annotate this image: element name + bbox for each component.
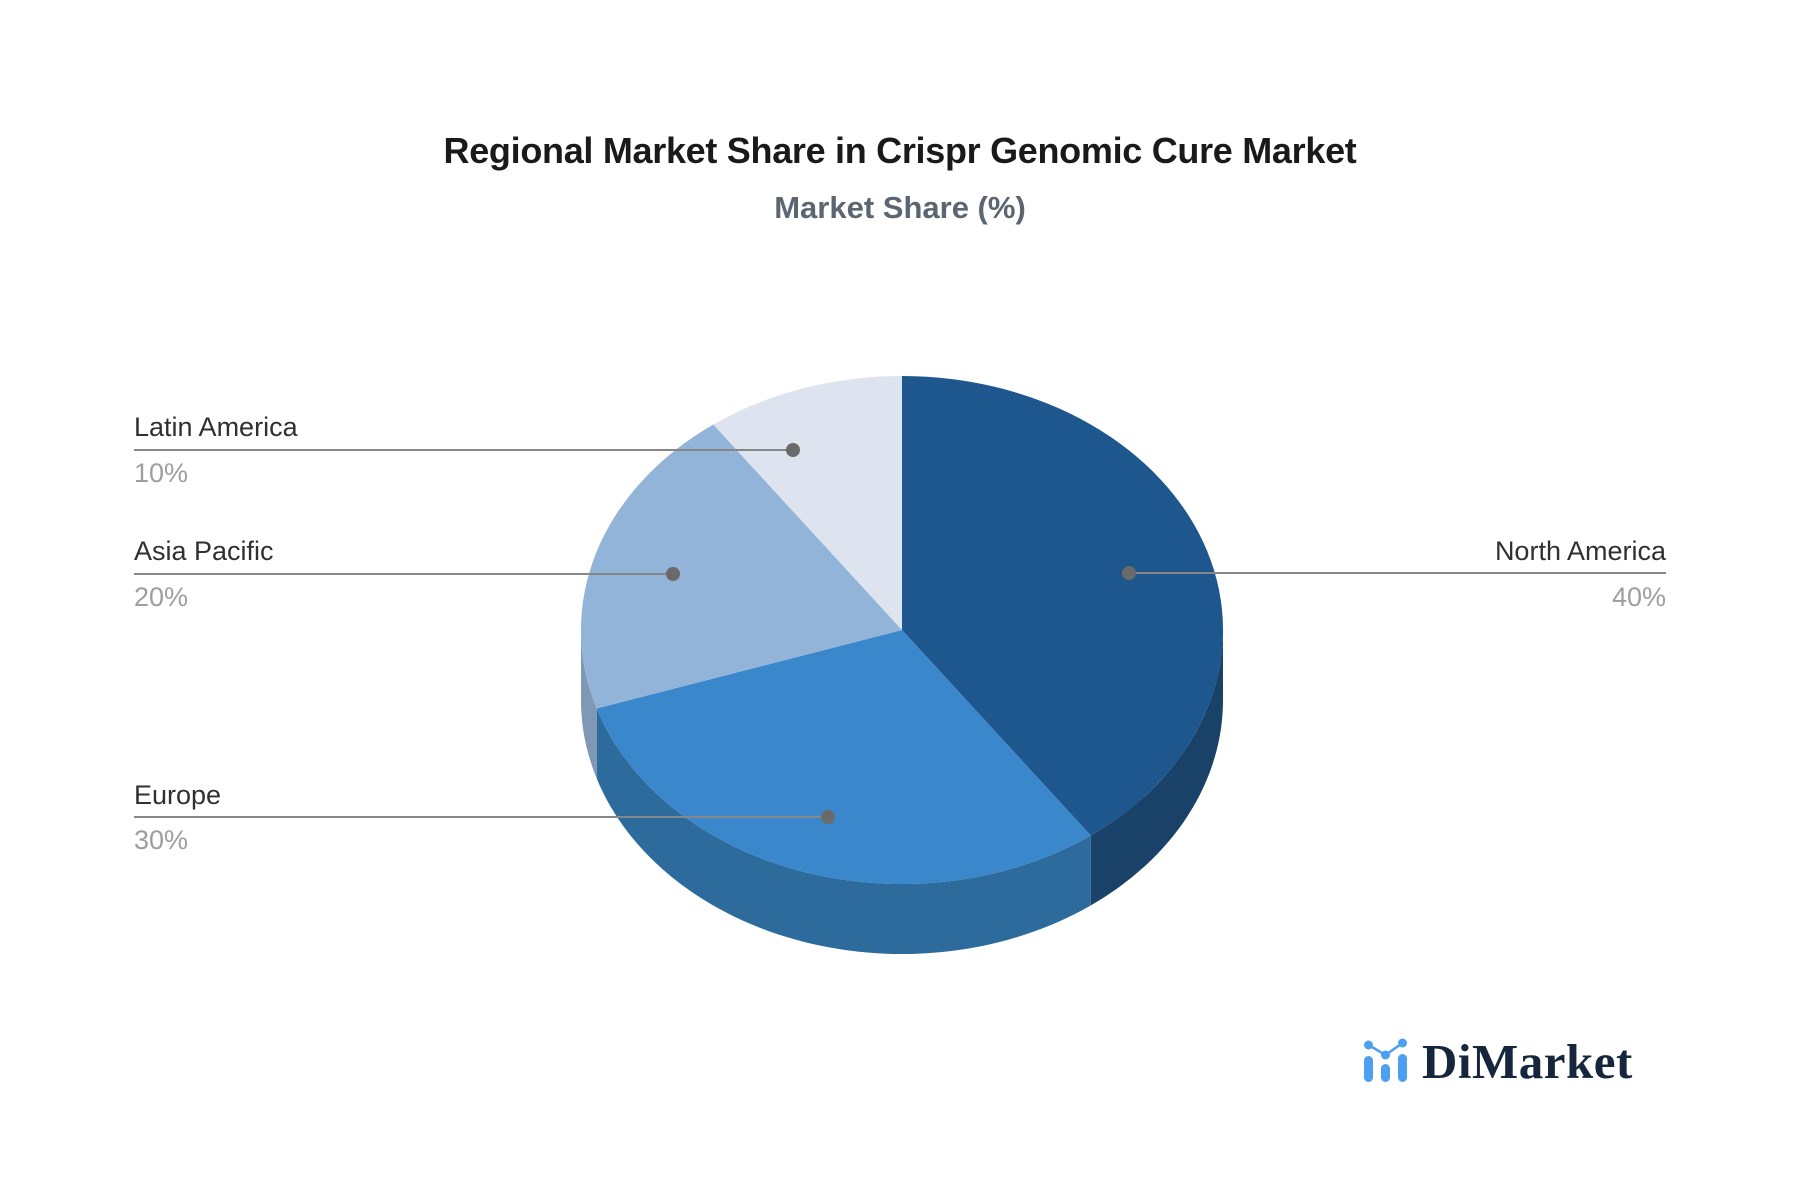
label-europe: Europe (134, 780, 222, 810)
pie-slice-side (596, 708, 1091, 955)
pie-slice-latin-america[interactable] (713, 375, 902, 630)
pie-slice-asia-pacific[interactable] (580, 424, 902, 709)
value-north-america: 40% (1611, 582, 1666, 612)
pie-slice-side (1090, 630, 1223, 906)
chart-title: Regional Market Share in Crispr Genomic … (443, 130, 1357, 171)
bar-chart-icon (1364, 1038, 1407, 1082)
leader-dot (666, 567, 680, 581)
pie-slice-side (581, 630, 597, 779)
leader-dot (1122, 566, 1136, 580)
label-asia-pacific: Asia Pacific (134, 536, 274, 566)
pie-slice-europe[interactable] (596, 630, 1091, 885)
leader-dot (786, 443, 800, 457)
chart-subtitle: Market Share (%) (774, 190, 1026, 225)
value-asia-pacific: 20% (134, 582, 189, 612)
value-europe: 30% (134, 825, 189, 855)
value-latin-america: 10% (134, 458, 189, 488)
brand-logo: DiMarket (1363, 1038, 1633, 1086)
brand-name: DiMarket (1422, 1034, 1633, 1090)
pie-slice-north-america[interactable] (902, 376, 1224, 836)
label-north-america: North America (1494, 536, 1666, 566)
label-latin-america: Latin America (134, 412, 298, 442)
leader-dot (821, 810, 835, 824)
